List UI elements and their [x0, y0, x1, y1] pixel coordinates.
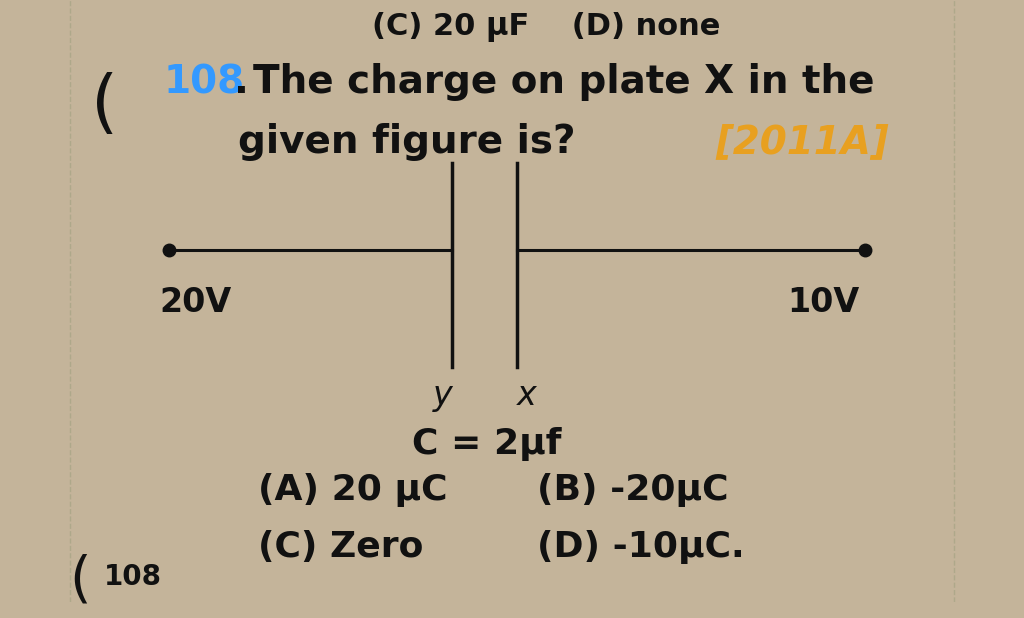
Text: 108: 108	[164, 63, 245, 101]
Text: given figure is?: given figure is?	[239, 124, 575, 161]
Text: (C) 20 μF    (D) none: (C) 20 μF (D) none	[373, 12, 721, 42]
Text: .: .	[233, 63, 249, 101]
Text: 20V: 20V	[159, 286, 231, 319]
Text: The charge on plate X in the: The charge on plate X in the	[253, 63, 874, 101]
Text: C = 2μf: C = 2μf	[413, 428, 562, 462]
Text: (A) 20 μC: (A) 20 μC	[258, 473, 447, 507]
Text: (: (	[91, 72, 118, 139]
Text: 108: 108	[104, 563, 163, 591]
Text: y: y	[432, 379, 452, 412]
Text: 10V: 10V	[787, 286, 859, 319]
Text: [2011A]: [2011A]	[716, 124, 889, 161]
Text: (C) Zero: (C) Zero	[258, 530, 424, 564]
Text: (B) -20μC: (B) -20μC	[537, 473, 728, 507]
Text: x: x	[517, 379, 537, 412]
Text: (D) -10μC.: (D) -10μC.	[537, 530, 744, 564]
Text: (: (	[70, 554, 91, 608]
